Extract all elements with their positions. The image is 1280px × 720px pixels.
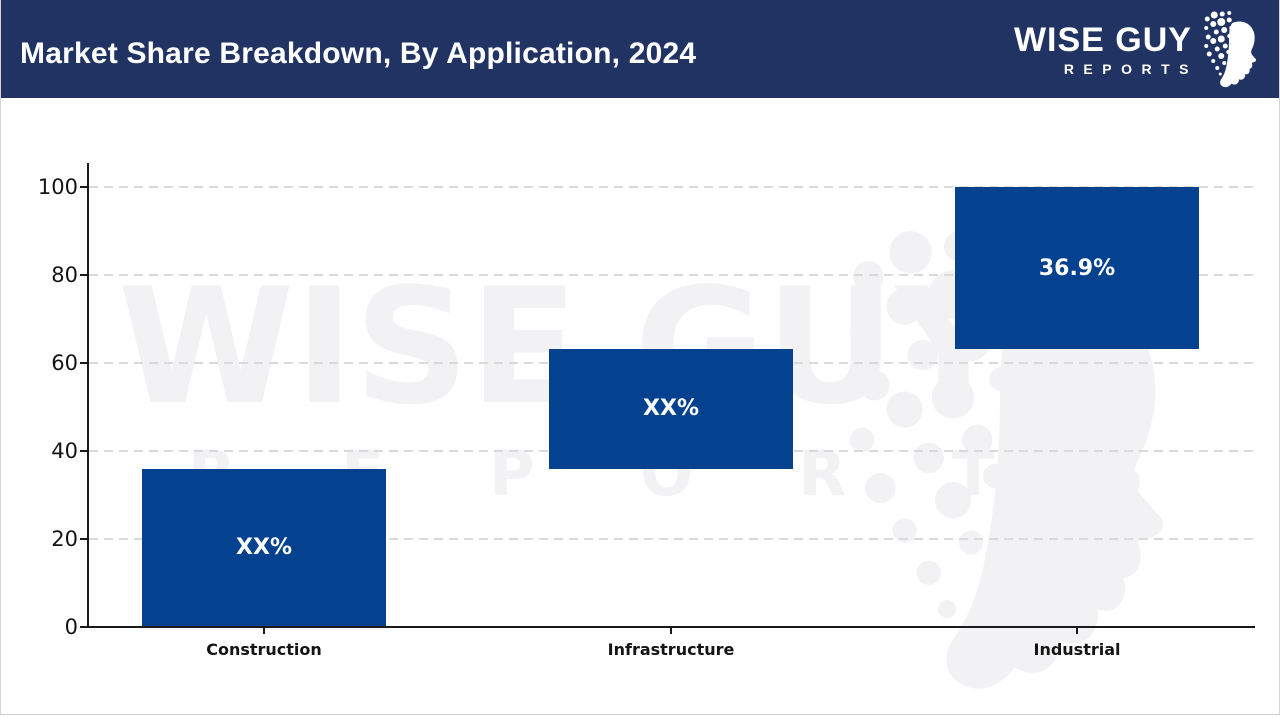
bar-industrial: 36.9% [955,187,1199,350]
bar-value-label: 36.9% [1038,255,1116,281]
y-tick-label-0: 0 [64,615,78,639]
y-tick-mark-100 [80,186,87,188]
wise-guy-reports-logo: WISE GUY REPORTS [1002,6,1270,94]
dotted-head-profile-icon [1204,11,1256,88]
gridline-y-20 [89,538,1253,540]
y-tick-mark-20 [80,538,87,540]
y-tick-mark-60 [80,362,87,364]
x-tick-mark-0 [263,628,265,634]
y-tick-mark-40 [80,450,87,452]
header-bar: Market Share Breakdown, By Application, … [0,0,1280,98]
y-axis-line [87,163,89,628]
gridline-y-100 [89,186,1253,188]
logo-text: WISE GUY REPORTS [1014,22,1192,77]
page-title: Market Share Breakdown, By Application, … [20,37,697,70]
gridline-y-80 [89,274,1253,276]
y-tick-label-60: 60 [51,351,78,375]
bar-value-label: XX% [236,535,292,561]
bar-construction: XX% [142,468,386,627]
y-tick-label-20: 20 [51,527,78,551]
x-category-label-infrastructure: Infrastructure [607,640,735,659]
bar-value-label: XX% [643,396,699,422]
x-tick-mark-2 [1076,628,1078,634]
y-tick-label-100: 100 [37,175,78,199]
y-tick-mark-80 [80,274,87,276]
x-category-label-industrial: Industrial [1033,640,1121,659]
y-tick-label-40: 40 [51,439,78,463]
x-tick-mark-1 [670,628,672,634]
y-tick-label-80: 80 [51,263,78,287]
logo-wiseguy-label: WISE GUY [1013,21,1192,59]
y-tick-mark-0 [80,626,87,628]
plot-area: XX% XX% 36.9% [88,163,1255,627]
bar-infrastructure: XX% [549,349,793,469]
x-category-label-construction: Construction [206,640,322,659]
logo-reports-label: REPORTS [1063,61,1198,77]
x-axis-line [87,626,1255,628]
